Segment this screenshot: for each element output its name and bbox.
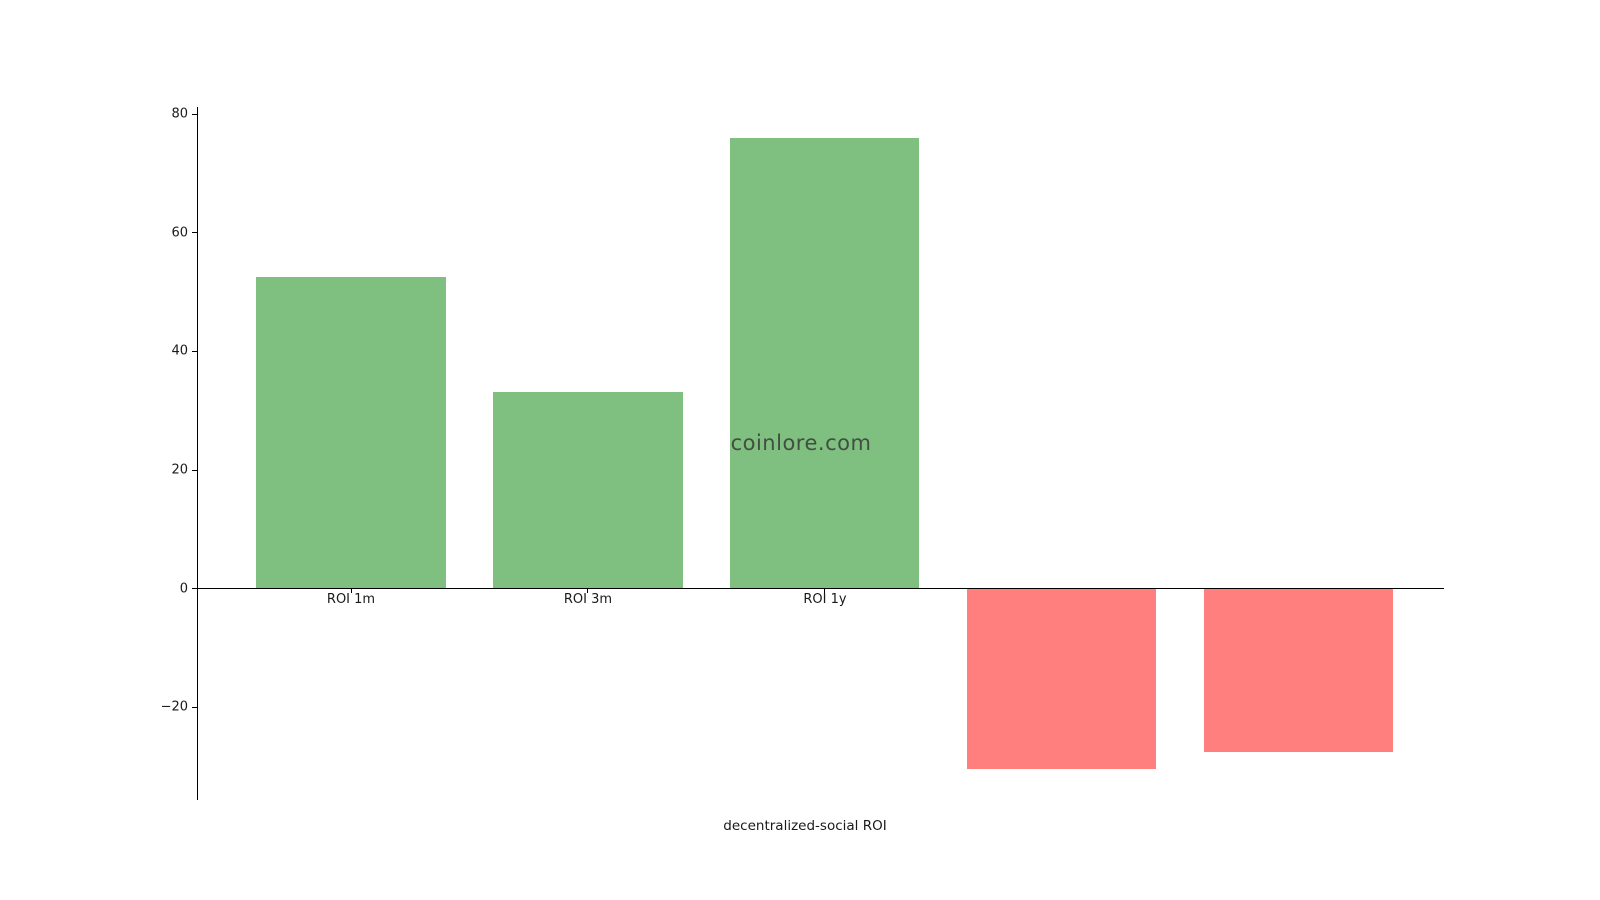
- y-tick-label: −20: [160, 699, 188, 715]
- x-axis-line: [198, 588, 1444, 590]
- y-tick-mark: [192, 113, 197, 115]
- x-tick-mark: [587, 588, 589, 593]
- y-tick-label: 40: [171, 343, 188, 359]
- y-tick-mark: [192, 588, 197, 590]
- y-tick-mark: [192, 706, 197, 708]
- y-tick-mark: [192, 469, 197, 471]
- y-tick-mark: [192, 350, 197, 352]
- y-tick-label: 60: [171, 225, 188, 241]
- x-axis-title: decentralized-social ROI: [723, 818, 887, 834]
- bar: [493, 391, 683, 589]
- bar: [730, 138, 920, 589]
- y-tick-label: 0: [179, 581, 188, 597]
- y-tick-label: 80: [171, 106, 188, 122]
- y-tick-mark: [192, 232, 197, 234]
- x-tick-label: ROI 1y: [803, 591, 847, 607]
- watermark: coinlore.com: [730, 431, 872, 455]
- bar: [1204, 588, 1394, 752]
- plot-area: 80 60 40 20 0 −20 ROI 1m ROI 3m ROI 1y: [161, 107, 1444, 800]
- y-tick-label: 20: [171, 462, 188, 478]
- bar: [967, 588, 1157, 769]
- x-tick-mark: [824, 588, 826, 593]
- x-tick-label: ROI 3m: [563, 591, 613, 607]
- x-tick-label: ROI 1m: [326, 591, 376, 607]
- bar: [256, 277, 446, 589]
- x-tick-mark: [350, 588, 352, 593]
